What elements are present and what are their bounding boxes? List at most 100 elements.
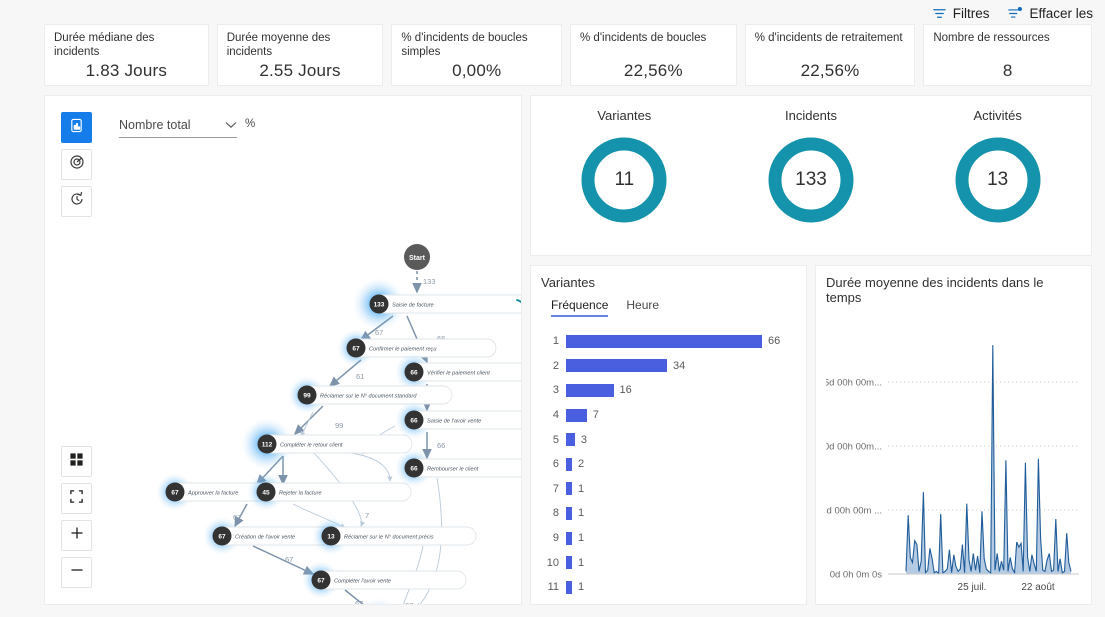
layout-grid-icon: [69, 452, 84, 472]
variant-bar-row[interactable]: 11 1: [541, 575, 796, 600]
duration-area-svg: 0d 0h 0m 0s 5d 00h 00m ... 10d 00h 00m... 1…: [819, 345, 1079, 593]
kpi-title: % d'incidents de boucles simples: [401, 32, 528, 58]
variant-rank: 1: [552, 335, 559, 348]
variant-bar-row[interactable]: 3 16: [541, 378, 796, 403]
donut-label: Activités: [973, 108, 1022, 123]
variant-value: 1: [578, 581, 585, 594]
process-node[interactable]: 67 Compléter l'avoir vente: [302, 561, 467, 599]
zoom-in-icon: [69, 525, 85, 546]
edge-label: 67: [405, 601, 413, 605]
node-count-label: 66: [410, 466, 418, 473]
variant-rank: 6: [552, 458, 559, 471]
y-axis-tick: 10d 00h 00m...: [826, 442, 882, 453]
node-count-badge: [311, 570, 331, 590]
process-node[interactable]: 133 Saisie de facture: [353, 278, 522, 330]
node-label: Réclamer sur le N° document standard: [320, 393, 417, 399]
process-graph[interactable]: 13367666166996667453866713767666767133St…: [45, 96, 522, 605]
process-node[interactable]: 13 Réclamer sur le N° document précis: [312, 517, 477, 555]
node-count-badge: [404, 362, 424, 382]
variant-bar-row[interactable]: 1 66: [541, 329, 796, 354]
kpi-card-loops: % d'incidents de boucles 22,56%: [570, 24, 737, 86]
kpi-value: 1.83 Jours: [85, 61, 168, 80]
process-node[interactable]: 66 Rembourser le client: [395, 449, 522, 487]
donut-value: 133: [795, 169, 827, 190]
zoom-out-icon: [69, 562, 85, 583]
map-view-toolbar: [61, 112, 92, 217]
terminal-node-circle: [404, 244, 430, 270]
edge-label: 67: [375, 328, 383, 337]
variant-rank: 8: [552, 507, 559, 520]
kpi-value: 22,56%: [623, 61, 683, 80]
variants-tabs: Fréquence Heure: [551, 298, 796, 317]
fit-screen-button[interactable]: [61, 483, 92, 514]
percent-label: %: [245, 118, 256, 130]
process-node[interactable]: 45 Rejeter la facture: [247, 473, 412, 511]
tab-frequence[interactable]: Fréquence: [551, 298, 609, 317]
clear-filters-label: Effacer les: [1029, 5, 1093, 21]
edge-label: 67: [233, 513, 241, 522]
kpi-value: 8: [1002, 61, 1013, 80]
variant-bar-row[interactable]: 2 34: [541, 354, 796, 379]
kpi-card-median-duration: Durée médiane des incidents 1.83 Jours: [44, 24, 209, 86]
zoom-in-button[interactable]: [61, 520, 92, 551]
variant-value: 3: [580, 433, 588, 446]
variants-title: Variantes: [541, 275, 595, 290]
frequency-view-button[interactable]: [61, 112, 92, 143]
variant-value: 66: [768, 335, 781, 348]
node-count-badge: [212, 526, 232, 546]
node-label: Vérifier le paiement client: [427, 370, 490, 376]
tab-heure[interactable]: Heure: [626, 298, 660, 312]
process-node[interactable]: 66 Saisie de l'avoir vente: [395, 401, 522, 439]
kpi-card-resources: Nombre de ressources 8: [923, 24, 1092, 86]
process-node[interactable]: 112 Compléter le retour client: [241, 418, 413, 470]
kpi-card-rework: % d'incidents de retraitement 22,56%: [744, 24, 916, 86]
x-axis-tick: 22 août: [1021, 582, 1055, 593]
edge-label: 7: [365, 511, 369, 520]
donut-ring: [955, 137, 1041, 223]
node-count-label: 112: [262, 442, 273, 449]
process-edge: 66: [422, 432, 445, 460]
variant-bar: [566, 531, 572, 545]
kpi-value: 2.55 Jours: [259, 61, 341, 80]
process-node[interactable]: 133Sécurité émission de la facture: [352, 598, 522, 605]
rework-icon: [69, 191, 85, 212]
edge-label: 61: [356, 372, 364, 381]
edge-label: 67: [285, 555, 293, 564]
kpi-card-average-duration: Durée moyenne des incidents 2.55 Jours: [216, 24, 384, 86]
node-count-label: 66: [410, 370, 418, 377]
metric-select[interactable]: Nombre total: [119, 116, 237, 138]
area-line: [905, 345, 1072, 575]
process-node[interactable]: Start: [404, 244, 430, 270]
variant-value: 1: [578, 556, 585, 569]
zoom-out-button[interactable]: [61, 557, 92, 588]
node-count-badge: [257, 434, 277, 454]
node-count-badge: [369, 294, 389, 314]
duration-over-time-panel: Durée moyenne des incidents dans le temp…: [815, 265, 1092, 605]
clear-filter-icon: [1007, 6, 1023, 21]
node-count-label: 13: [327, 534, 335, 541]
process-node[interactable]: 99 Réclamer sur le N° document standard: [288, 376, 453, 414]
donut-incidents: Incidents 133: [718, 108, 905, 255]
layout-grid-button[interactable]: [61, 446, 92, 477]
variant-bar-row[interactable]: 10 1: [541, 550, 796, 575]
performance-view-button[interactable]: [61, 149, 92, 180]
kpi-title: % d'incidents de boucles: [580, 32, 707, 44]
map-zoom-toolbar: [61, 446, 92, 588]
rework-view-button[interactable]: [61, 186, 92, 217]
summary-donuts-panel: Variantes 11 Incidents 133 Activités: [530, 95, 1092, 256]
node-label: Saisie de facture: [392, 302, 434, 308]
frequency-icon: [69, 118, 84, 138]
node-count-badge: [297, 385, 317, 405]
clear-filters-button[interactable]: Effacer les: [1007, 6, 1093, 21]
filters-button[interactable]: Filtres: [932, 6, 989, 21]
process-node[interactable]: 66 Vérifier le paiement client: [395, 353, 522, 391]
terminal-node-label: Start: [409, 255, 426, 262]
node-label: Compléter le retour client: [280, 442, 343, 448]
edge-label: 66: [437, 441, 445, 450]
